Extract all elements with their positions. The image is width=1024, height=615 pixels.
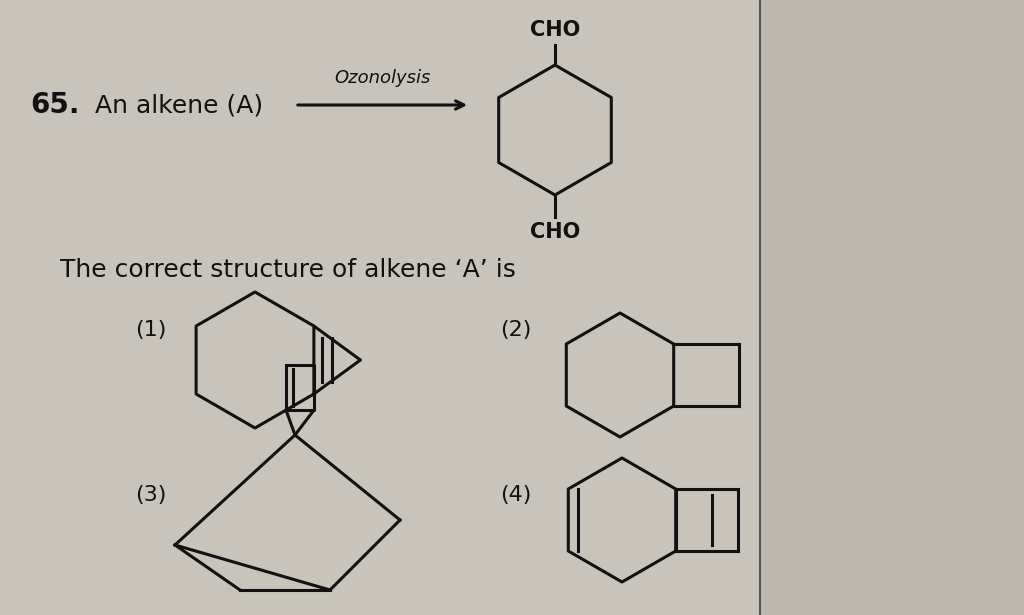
Text: An alkene (A): An alkene (A): [95, 93, 263, 117]
Text: (4): (4): [500, 485, 531, 505]
Bar: [760, 0, 1024, 615]
Text: (1): (1): [135, 320, 166, 340]
Text: CHO: CHO: [529, 222, 581, 242]
Text: (2): (2): [500, 320, 531, 340]
Text: 65.: 65.: [30, 91, 80, 119]
Text: (3): (3): [135, 485, 166, 505]
Text: The correct structure of alkene ‘A’ is: The correct structure of alkene ‘A’ is: [60, 258, 516, 282]
Text: Ozonolysis: Ozonolysis: [334, 69, 431, 87]
Text: CHO: CHO: [529, 20, 581, 40]
